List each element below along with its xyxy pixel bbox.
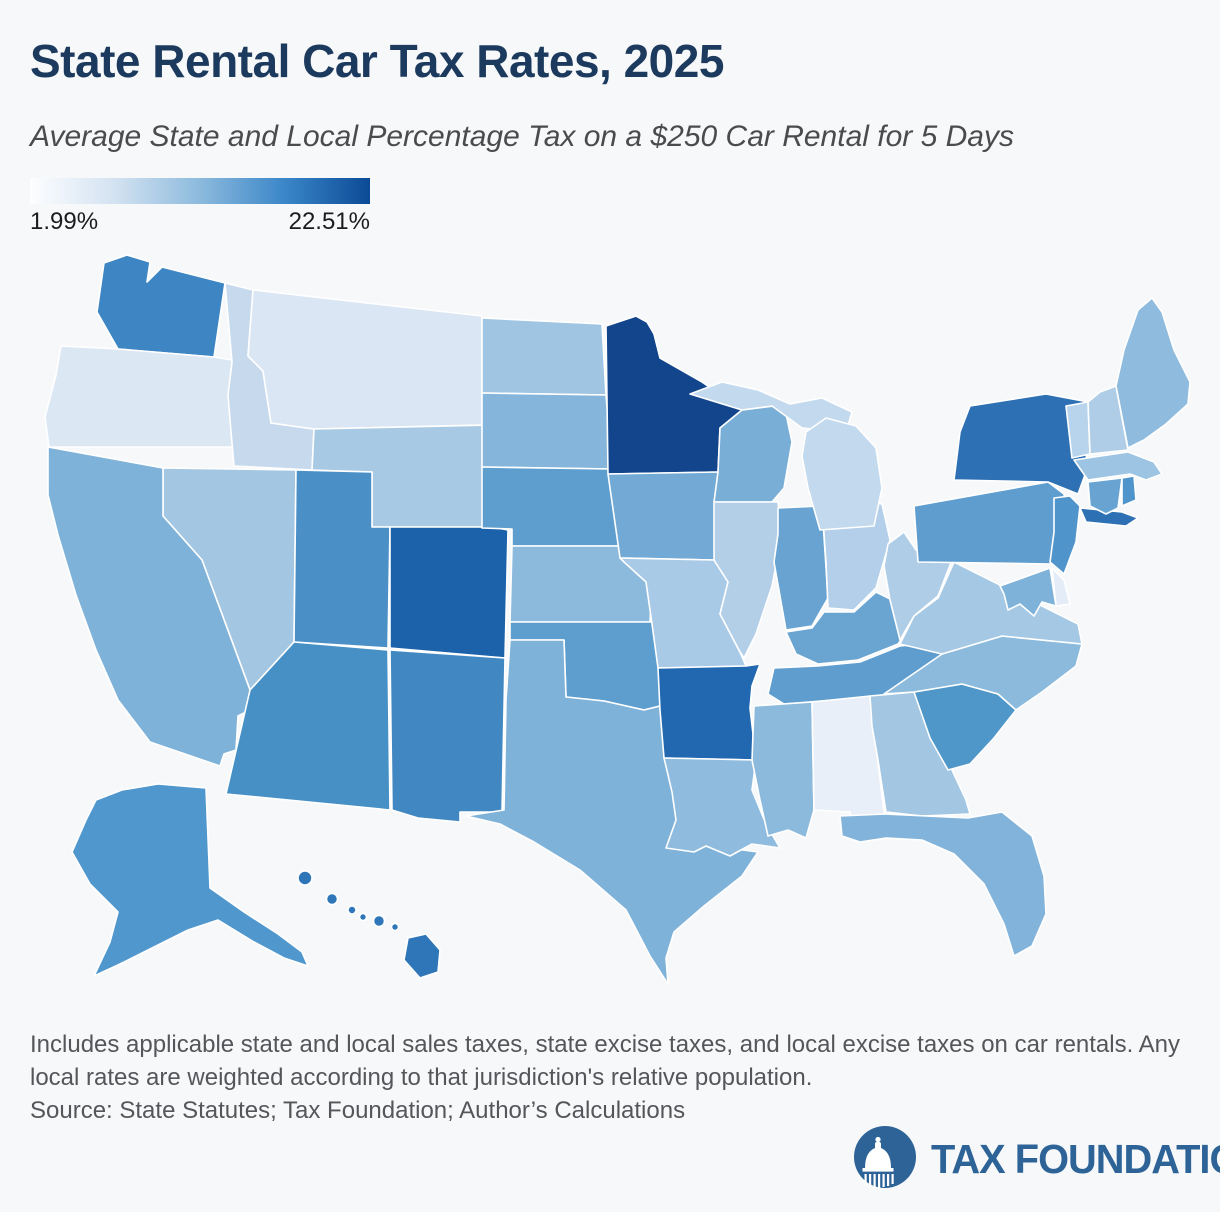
- note-line-1: Includes applicable state and local sale…: [30, 1031, 1180, 1058]
- state-ar[interactable]: [657, 663, 761, 761]
- state-sd[interactable]: [481, 392, 613, 470]
- state-az[interactable]: [225, 641, 391, 811]
- state-md[interactable]: [999, 567, 1057, 617]
- state-ny-long-island[interactable]: [1079, 507, 1139, 527]
- note-line-2: local rates are weighted according to th…: [30, 1064, 813, 1091]
- state-ct[interactable]: [1087, 477, 1123, 515]
- page-subtitle: Average State and Local Percentage Tax o…: [30, 120, 1014, 153]
- color-scale-legend: 1.99% 22.51%: [30, 178, 370, 236]
- state-hi-maui[interactable]: [372, 914, 386, 928]
- state-hi-kahoolawe[interactable]: [390, 922, 400, 932]
- state-ma[interactable]: [1073, 451, 1163, 481]
- state-hi-big-island[interactable]: [403, 933, 441, 979]
- state-co[interactable]: [389, 526, 509, 659]
- state-shapes: [44, 254, 1191, 985]
- footnotes: Includes applicable state and local sale…: [30, 1028, 1200, 1127]
- state-hi-kauai[interactable]: [297, 870, 313, 886]
- state-mi-lower[interactable]: [801, 417, 883, 531]
- state-or[interactable]: [44, 345, 238, 448]
- state-ri[interactable]: [1121, 475, 1137, 507]
- logo-wordmark: TAX FOUNDATION: [931, 1135, 1220, 1182]
- state-hi-oahu[interactable]: [325, 892, 339, 906]
- legend-min-label: 1.99%: [30, 208, 99, 235]
- state-pa[interactable]: [913, 481, 1069, 565]
- state-nj[interactable]: [1049, 495, 1081, 575]
- capitol-dome-icon: [854, 1126, 916, 1188]
- state-tx[interactable]: [465, 639, 759, 985]
- state-ak[interactable]: [71, 783, 309, 977]
- state-mi-upper[interactable]: [689, 381, 853, 433]
- state-nm[interactable]: [389, 649, 506, 823]
- state-la[interactable]: [663, 757, 781, 857]
- state-hi-molokai[interactable]: [347, 905, 357, 915]
- state-mt[interactable]: [247, 289, 483, 430]
- source-line: Source: State Statutes; Tax Foundation; …: [30, 1097, 686, 1124]
- state-ca[interactable]: [47, 446, 255, 767]
- state-wa[interactable]: [96, 254, 226, 358]
- state-me[interactable]: [1115, 297, 1191, 449]
- legend-gradient: [30, 178, 370, 204]
- state-fl[interactable]: [839, 811, 1047, 957]
- page-title: State Rental Car Tax Rates, 2025: [30, 35, 724, 87]
- legend-max-label: 22.51%: [288, 208, 370, 235]
- state-nd[interactable]: [481, 317, 607, 396]
- state-hi-lanai[interactable]: [358, 912, 368, 922]
- tax-foundation-logo: TAX FOUNDATION: [852, 1126, 1220, 1192]
